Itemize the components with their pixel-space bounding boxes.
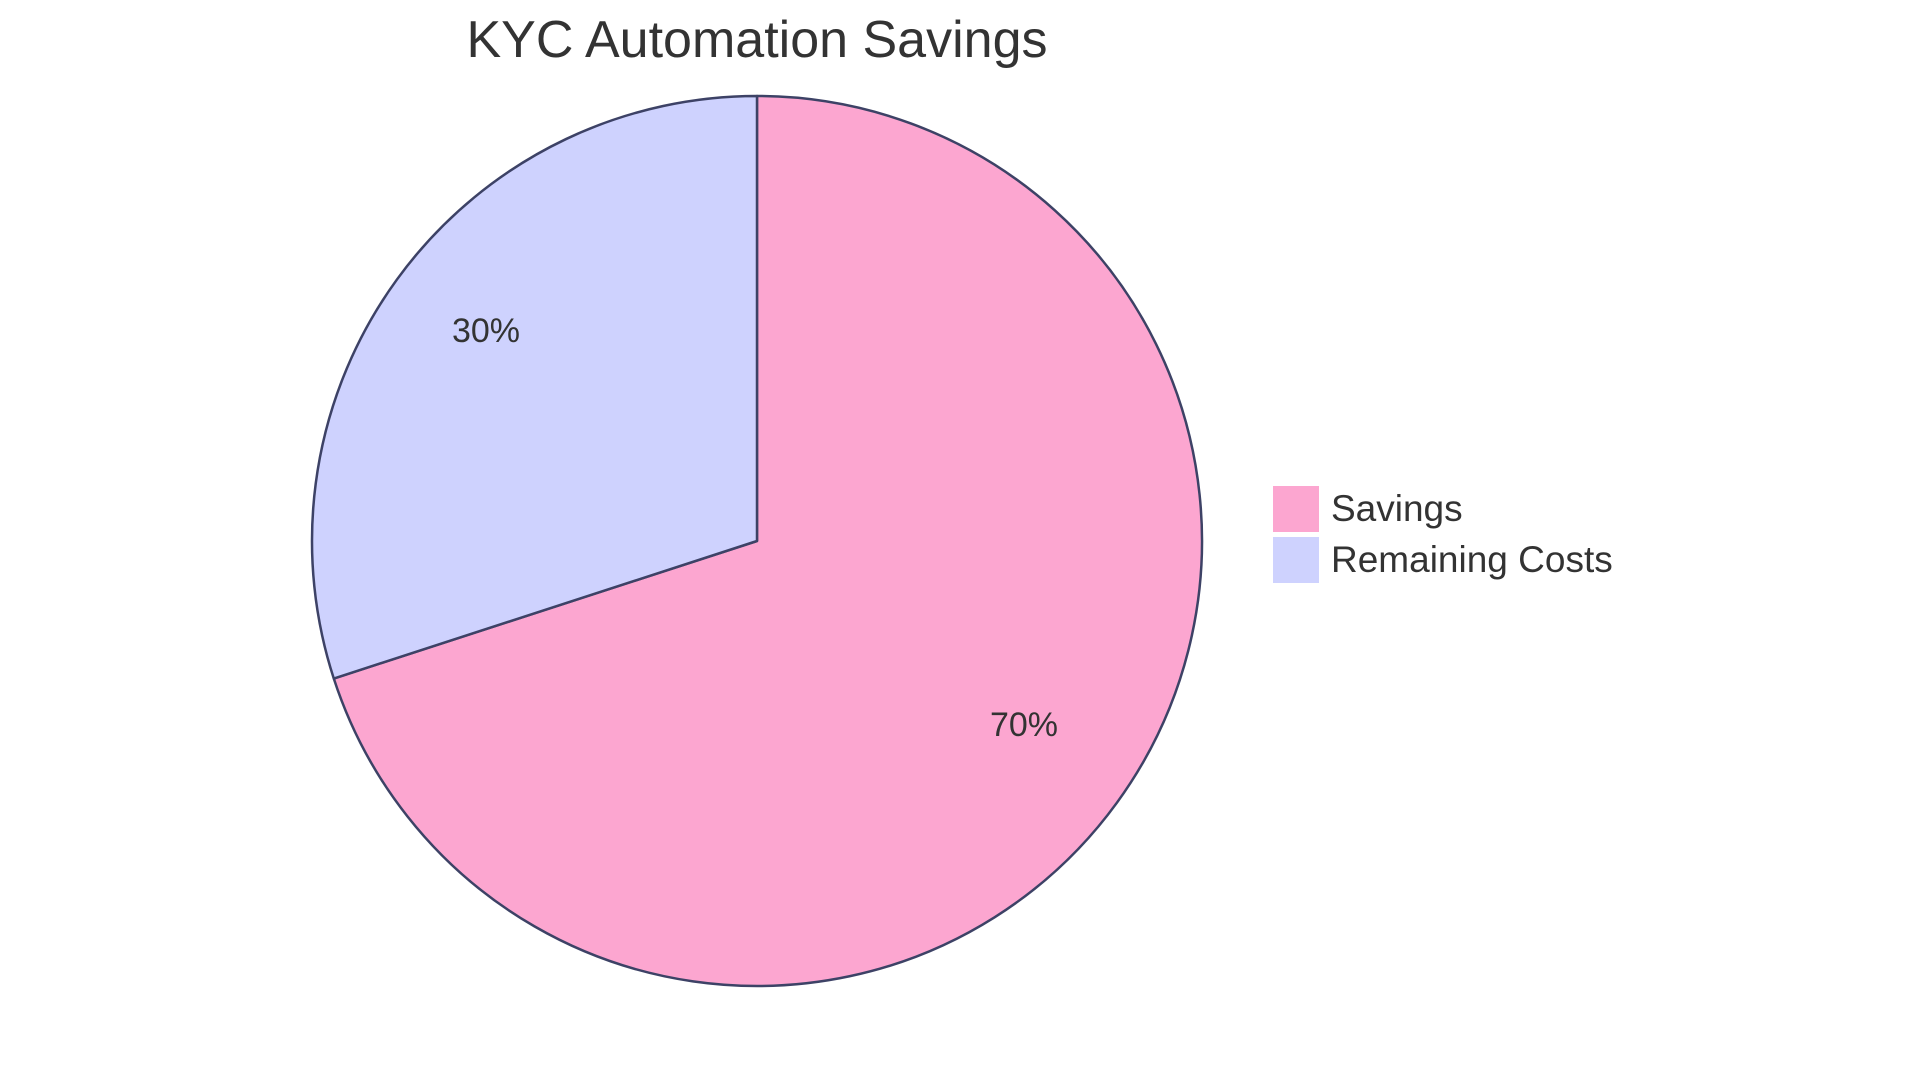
svg-text:70%: 70% [990, 706, 1058, 744]
svg-text:30%: 30% [452, 312, 520, 350]
